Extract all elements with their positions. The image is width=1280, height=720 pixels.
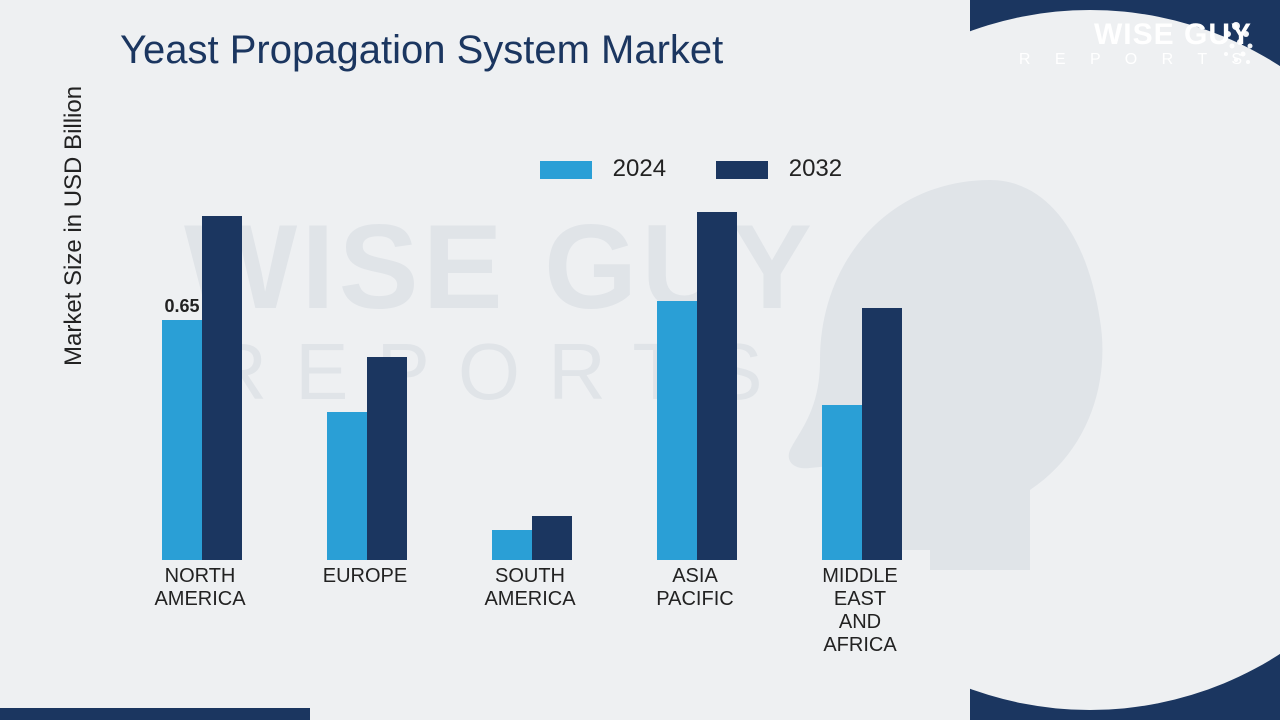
bar [697,212,737,560]
bar [657,301,697,560]
x-axis-label: ASIAPACIFIC [625,565,765,611]
y-axis-label: Market Size in USD Billion [60,86,88,366]
bar [532,516,572,560]
bar [862,308,902,560]
legend-item-0: 2024 [540,155,666,183]
bar: 0.65 [162,320,202,561]
bar [492,530,532,560]
legend-swatch-0 [540,161,592,179]
x-axis-label: NORTHAMERICA [130,565,270,611]
bottom-accent-bar [0,708,310,720]
x-axis-label: MIDDLEEASTANDAFRICA [790,565,930,657]
legend-label-0: 2024 [613,155,666,182]
legend-item-1: 2032 [716,155,842,183]
legend: 2024 2032 [540,155,842,183]
legend-swatch-1 [716,161,768,179]
bar [202,216,242,560]
x-axis-label: EUROPE [295,565,435,588]
legend-label-1: 2032 [789,155,842,182]
infographic-stage: Yeast Propagation System Market WISE GUY… [0,0,1280,720]
bar [367,357,407,561]
bar [327,412,367,560]
chart-title: Yeast Propagation System Market [120,28,723,73]
bar-value-label: 0.65 [164,296,199,317]
bar-chart: 0.65 [110,190,960,560]
logo-text-line1: WISE GUY [1019,20,1252,50]
brand-logo: WISE GUY R E P O R T S [1019,20,1252,68]
logo-text-line2: R E P O R T S [1019,52,1252,68]
x-axis-label: SOUTHAMERICA [460,565,600,611]
bar [822,405,862,560]
